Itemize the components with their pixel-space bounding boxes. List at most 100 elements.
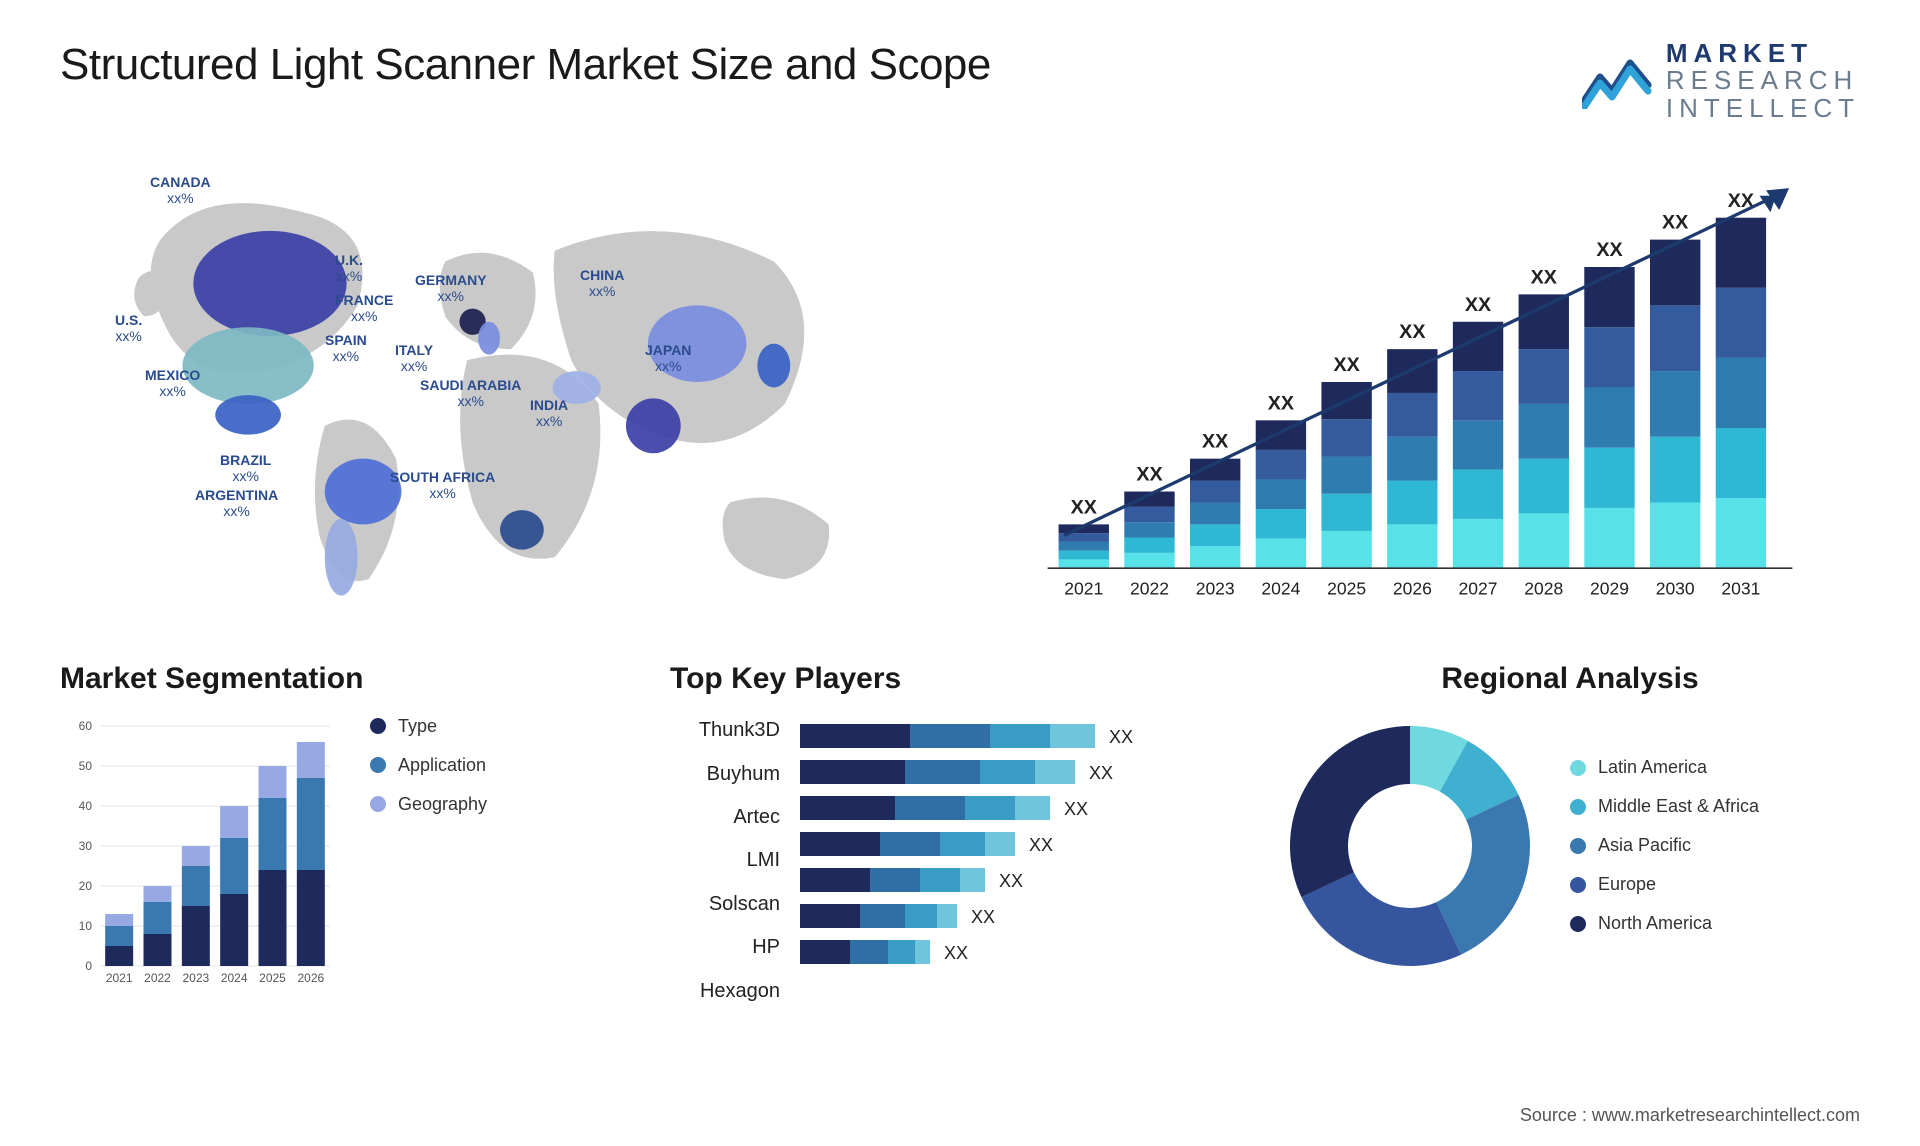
svg-text:XX: XX [1202,431,1228,453]
legend-swatch [370,757,386,773]
brand-logo: MARKET RESEARCH INTELLECT [1582,40,1860,122]
svg-text:2023: 2023 [182,971,209,985]
legend-item: Europe [1570,874,1759,895]
players-labels: Thunk3DBuyhumArtecLMISolscanHPHexagon [670,716,780,1006]
player-name: LMI [670,849,780,872]
svg-text:20: 20 [79,879,93,893]
svg-text:XX: XX [1268,392,1294,414]
map-label: ITALYxx% [395,342,433,374]
regional-donut [1280,716,1540,976]
svg-text:2022: 2022 [1130,578,1169,598]
legend-label: Type [398,716,437,737]
svg-text:XX: XX [1064,799,1088,819]
map-label: U.K.xx% [335,252,363,284]
map-label: SAUDI ARABIAxx% [420,377,521,409]
map-label: CANADAxx% [150,174,211,206]
map-label: CHINAxx% [580,267,624,299]
svg-text:2024: 2024 [221,971,248,985]
segmentation-panel: Market Segmentation 0 10 20 30 40 50 60 2021 202… [60,662,640,1022]
svg-text:XX: XX [1029,835,1053,855]
legend-swatch [370,796,386,812]
players-panel: Top Key Players Thunk3D Buyhum Artec LMI Sol… [670,662,1250,1022]
legend-label: Asia Pacific [1598,835,1691,856]
map-label: BRAZILxx% [220,452,271,484]
header: Structured Light Scanner Market Size and… [60,40,1860,122]
legend-label: Middle East & Africa [1598,796,1759,817]
svg-text:XX: XX [1089,763,1113,783]
svg-text:10: 10 [79,919,93,933]
legend-swatch [1570,760,1586,776]
regional-title: Regional Analysis [1280,662,1860,696]
map-label: SPAINxx% [325,332,367,364]
world-map-panel: CANADAxx% U.S.xx%MEXICOxx% BRAZILxx%ARGENT… [60,152,940,612]
svg-text:XX: XX [1531,266,1557,288]
legend-swatch [370,718,386,734]
svg-text:XX: XX [999,871,1023,891]
svg-text:XX: XX [1136,463,1162,485]
legend-swatch [1570,799,1586,815]
svg-text:2023: 2023 [1196,578,1235,598]
player-name: Thunk3D [670,719,780,742]
segmentation-chart: 0102030405060202120222023202420252026 [60,716,340,996]
map-label: INDIAxx% [530,397,568,429]
svg-text:XX: XX [1071,496,1097,518]
player-name: HP [670,936,780,959]
logo-line1: MARKET [1666,40,1860,67]
logo-line2: RESEARCH [1666,67,1860,94]
map-label: MEXICOxx% [145,367,200,399]
svg-text:XX: XX [1399,321,1425,343]
legend-label: Geography [398,794,487,815]
legend-label: Application [398,755,486,776]
svg-text:2024: 2024 [1261,578,1300,598]
legend-swatch [1570,916,1586,932]
players-chart: XXXXXXXXXXXXXX [800,716,1180,1006]
player-name: Solscan [670,893,780,916]
svg-text:2027: 2027 [1459,578,1498,598]
legend-item: Type [370,716,487,737]
logo-icon [1582,53,1652,109]
svg-text:2025: 2025 [1327,578,1366,598]
svg-text:2029: 2029 [1590,578,1629,598]
map-label: GERMANYxx% [415,272,487,304]
regional-legend: Latin America Middle East & Africa Asia Pa… [1570,757,1759,934]
svg-text:2030: 2030 [1656,578,1695,598]
top-row: CANADAxx% U.S.xx%MEXICOxx% BRAZILxx%ARGENT… [60,152,1860,612]
trend-chart-panel: XXXXXXXXXXXXXXXXXXXXXX 20212022202320242… [980,152,1860,612]
svg-text:2021: 2021 [106,971,133,985]
page-title: Structured Light Scanner Market Size and… [60,40,991,90]
segmentation-legend: Type Application Geography [370,716,487,996]
legend-item: Application [370,755,487,776]
svg-text:2028: 2028 [1524,578,1563,598]
map-label: FRANCExx% [335,292,393,324]
svg-text:XX: XX [944,943,968,963]
map-label: U.S.xx% [115,312,142,344]
svg-text:2026: 2026 [1393,578,1432,598]
legend-item: Geography [370,794,487,815]
map-label: ARGENTINAxx% [195,487,278,519]
svg-text:XX: XX [1596,239,1622,261]
svg-text:30: 30 [79,839,93,853]
legend-label: North America [1598,913,1712,934]
svg-text:2021: 2021 [1064,578,1103,598]
logo-line3: INTELLECT [1666,95,1860,122]
player-name: Buyhum [670,763,780,786]
svg-text:XX: XX [1333,354,1359,376]
svg-text:0: 0 [85,959,92,973]
legend-item: Latin America [1570,757,1759,778]
svg-text:2022: 2022 [144,971,171,985]
legend-label: Latin America [1598,757,1707,778]
svg-text:40: 40 [79,799,93,813]
svg-text:XX: XX [971,907,995,927]
svg-text:XX: XX [1465,294,1491,316]
segmentation-title: Market Segmentation [60,662,640,696]
regional-panel: Regional Analysis Latin America Middle Ea… [1280,662,1860,1022]
legend-item: North America [1570,913,1759,934]
svg-text:XX: XX [1109,727,1133,747]
map-label: SOUTH AFRICAxx% [390,469,495,501]
svg-text:50: 50 [79,759,93,773]
svg-text:XX: XX [1662,212,1688,234]
player-name: Artec [670,806,780,829]
bottom-row: Market Segmentation 0 10 20 30 40 50 60 2021 202… [60,662,1860,1022]
players-title: Top Key Players [670,662,1250,696]
svg-text:60: 60 [79,719,93,733]
